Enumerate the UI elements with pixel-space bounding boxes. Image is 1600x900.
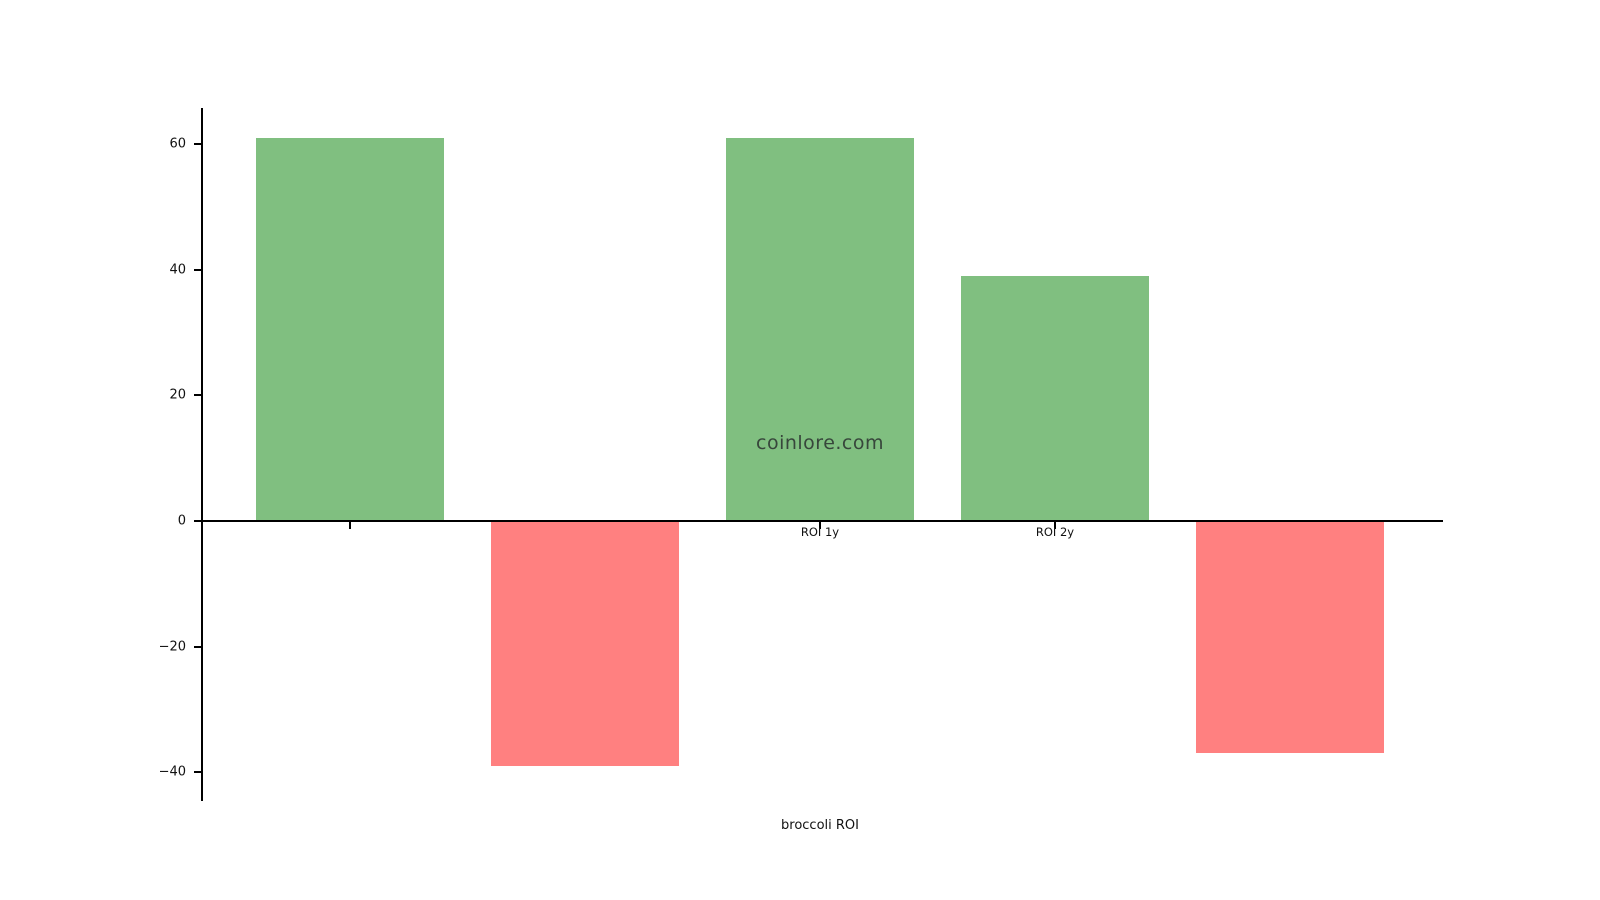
x-tick-label: ROI 1y bbox=[800, 525, 840, 539]
bar-ROI 1y bbox=[726, 137, 914, 521]
bar-category-1 bbox=[256, 137, 444, 521]
y-tickmark bbox=[194, 520, 201, 522]
x-tickmark bbox=[1054, 522, 1056, 529]
y-tick-label: 0 bbox=[177, 513, 186, 529]
y-tick-label: 20 bbox=[169, 387, 186, 403]
bar-category-2 bbox=[491, 521, 679, 766]
x-axis-title: broccoli ROI bbox=[781, 818, 859, 833]
watermark-text: coinlore.com bbox=[756, 432, 884, 454]
y-tick-label: 60 bbox=[169, 136, 186, 152]
y-tickmark bbox=[194, 771, 201, 774]
x-axis-line bbox=[201, 520, 1443, 522]
y-axis-spine bbox=[201, 108, 203, 801]
y-tickmark bbox=[194, 645, 201, 648]
y-tick-label: 40 bbox=[169, 262, 186, 278]
y-tickmark bbox=[194, 394, 201, 397]
x-tick-label: ROI 2y bbox=[1035, 525, 1075, 539]
bar-ROI 2y bbox=[961, 276, 1149, 521]
x-tickmark bbox=[819, 522, 821, 529]
y-tick-label: −40 bbox=[158, 764, 186, 780]
bar-category-5 bbox=[1196, 521, 1384, 754]
y-tickmark bbox=[194, 143, 201, 146]
x-tickmark bbox=[349, 522, 351, 529]
y-tickmark bbox=[194, 268, 201, 271]
y-tick-label: −20 bbox=[158, 639, 186, 655]
